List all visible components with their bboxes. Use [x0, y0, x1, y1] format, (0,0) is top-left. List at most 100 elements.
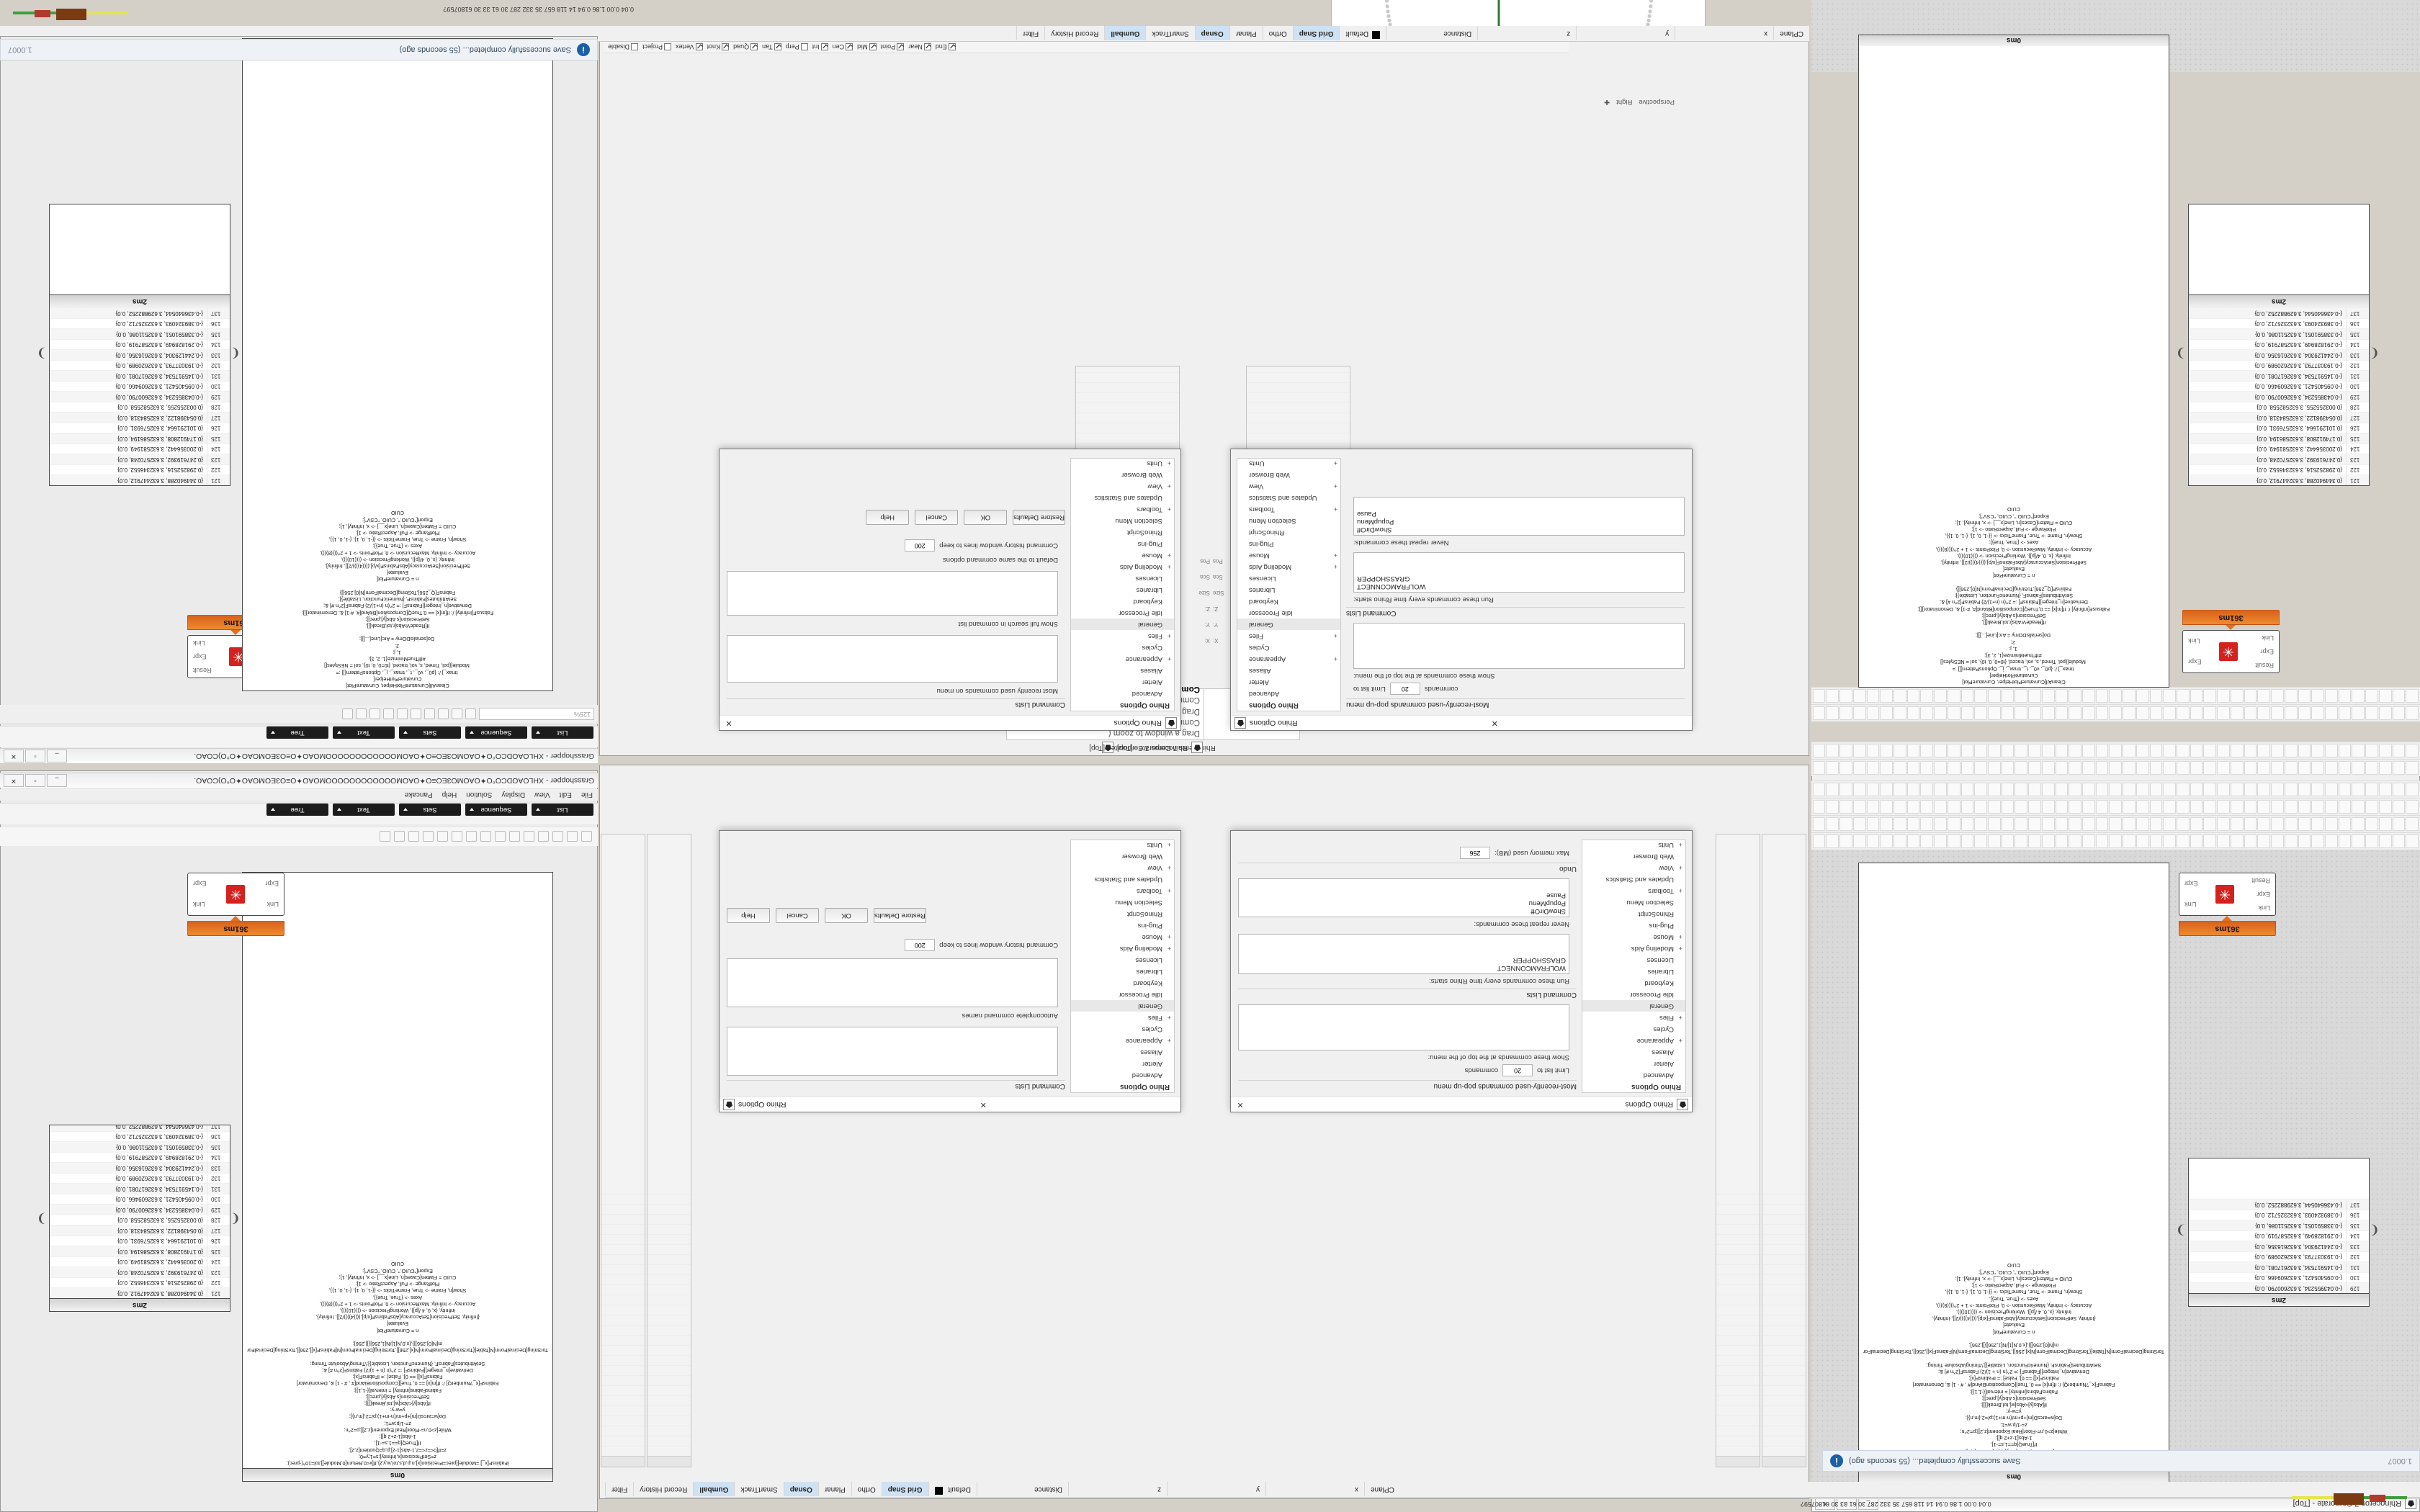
list-item[interactable]: 124 {0.200356442, 3.632581949, 0.0}	[2189, 444, 2369, 454]
toolbar-button[interactable]	[2149, 817, 2163, 831]
toolbar-button[interactable]	[1880, 834, 1893, 848]
toolbar-button[interactable]	[1839, 706, 1852, 720]
toolbar-button[interactable]	[2406, 761, 2419, 775]
toolbar-button[interactable]	[1893, 706, 1906, 720]
toolbar-button[interactable]	[2149, 761, 2163, 775]
toolbar-button[interactable]	[2284, 817, 2298, 831]
port-link-out-br[interactable]: Link	[193, 639, 205, 647]
rhino-toolbar-row-d-tl[interactable]	[1811, 780, 2420, 798]
dock-row[interactable]	[601, 1295, 645, 1305]
toolbar-button[interactable]	[2298, 744, 2311, 757]
toolbar-button[interactable]	[2190, 834, 2203, 848]
dock-row[interactable]	[601, 1234, 645, 1244]
list-item[interactable]: 121 {0.344940288, 3.632447912, 0.0}	[50, 474, 230, 485]
toolbar-button[interactable]	[2352, 817, 2365, 831]
toolbar-button[interactable]	[1960, 783, 1974, 796]
dock-row[interactable]	[1247, 433, 1350, 443]
panel-zoom-handle-left-top[interactable]: ❨	[2369, 1223, 2380, 1237]
toolbar-button[interactable]	[2069, 744, 2082, 757]
panel-zoom-handle-right-top[interactable]: ❩	[2175, 1223, 2186, 1237]
options-tree-item[interactable]: Modeling Aids	[1237, 561, 1340, 572]
dock-row[interactable]	[1716, 1305, 1760, 1315]
dock-row[interactable]	[1762, 1426, 1806, 1436]
dock-row[interactable]	[1076, 402, 1179, 413]
rhino-toolbar-row-b-bl[interactable]	[1811, 742, 2420, 759]
toolbar-button[interactable]	[1947, 817, 1960, 831]
toolbar-button[interactable]	[2352, 761, 2365, 775]
toolbar-button[interactable]	[2069, 817, 2082, 831]
toolbar-button[interactable]	[2392, 706, 2406, 720]
toolbar-button[interactable]	[1960, 689, 1974, 703]
dock-row[interactable]	[1762, 1355, 1806, 1365]
gh-icon-save[interactable]	[581, 831, 592, 842]
toolbar-button[interactable]	[2230, 800, 2244, 814]
toolbar-button[interactable]	[2190, 761, 2203, 775]
gh-code-panel-top-right[interactable]: 0ms iFabinsF[x_]:=Module[{prec=Precision…	[242, 872, 553, 1482]
toolbar-button[interactable]	[2041, 834, 2055, 848]
options-tree-item[interactable]: Cycles	[1249, 644, 1270, 652]
dialog-titlebar-lower-right[interactable]: Rhino Options ✕	[720, 715, 1180, 730]
dock-row[interactable]	[1716, 1365, 1760, 1375]
rhino-options-dialog-lower-left[interactable]: ✕ Rhino Options Rhino Options Advanced Ale…	[1230, 449, 1693, 731]
toolbar-button[interactable]	[2015, 706, 2028, 720]
dock-row[interactable]	[647, 1355, 691, 1365]
dock-row[interactable]	[647, 1284, 691, 1295]
options-tree-item[interactable]: Updates and Statistics	[1605, 876, 1674, 883]
toolbar-button[interactable]	[2217, 834, 2230, 848]
dock-row[interactable]	[1762, 1194, 1806, 1204]
toolbar-button[interactable]	[2230, 689, 2244, 703]
toolbar-button[interactable]	[2392, 783, 2406, 796]
toolbar-button[interactable]	[2095, 689, 2109, 703]
options-tree-item[interactable]: Toolbars	[1582, 885, 1685, 896]
toolbar-button[interactable]	[2136, 783, 2149, 796]
list-item[interactable]: 136 {-0.389324093, 3.632325712, 0.0}	[2189, 318, 2369, 329]
options-tree-item[interactable]: Alerter	[1142, 1060, 1162, 1068]
options-tree-item[interactable]: Advanced	[1249, 690, 1280, 698]
restore-defaults-button-4[interactable]: Restore Defaults	[1013, 510, 1065, 525]
dock-row[interactable]	[601, 1426, 645, 1436]
gh-icon-gha[interactable]	[466, 831, 477, 842]
toolbar-button[interactable]	[2298, 834, 2311, 848]
dock-row[interactable]	[1716, 1375, 1760, 1385]
toolbar-button[interactable]	[1893, 761, 1906, 775]
dock-row[interactable]	[1762, 1436, 1806, 1446]
toolbar-button[interactable]	[1906, 744, 1920, 757]
options-tree-upper[interactable]: Rhino Options Advanced Alerter Aliases Appea…	[1582, 840, 1686, 1093]
gh-window-buttons-tr[interactable]: _ ▫ ✕	[4, 774, 67, 787]
toolbar-button[interactable]	[2284, 744, 2298, 757]
toolbar-button[interactable]	[2392, 761, 2406, 775]
list-item[interactable]: 124 {0.200356442, 3.632581949, 0.0}	[50, 444, 230, 454]
toolbar-button[interactable]	[2190, 744, 2203, 757]
toolbar-button[interactable]	[1826, 689, 1839, 703]
gh-icon-sketch[interactable]	[394, 831, 405, 842]
list-item[interactable]: 131 {-0.145917534, 3.632617081, 0.0}	[2189, 1261, 2369, 1272]
show-listbox-3[interactable]	[1353, 623, 1685, 669]
options-tree-item[interactable]: General	[1071, 618, 1174, 630]
toolbar-button[interactable]	[2109, 689, 2123, 703]
toolbar-button[interactable]	[2149, 689, 2163, 703]
toolbar-button[interactable]	[1839, 783, 1852, 796]
toolbar-button[interactable]	[1960, 800, 1974, 814]
status-ortho-u[interactable]: Ortho	[851, 1482, 882, 1497]
gh-icon-eye-br[interactable]	[452, 708, 462, 720]
dock-row[interactable]	[601, 1365, 645, 1375]
toolbar-button[interactable]	[1974, 783, 1987, 796]
component-body-bl[interactable]: Result Expr Link Expr Link	[2182, 630, 2280, 673]
toolbar-button[interactable]	[1960, 817, 1974, 831]
toolbar-button[interactable]	[1920, 706, 1934, 720]
status-gumball[interactable]: Gumball	[1104, 26, 1146, 41]
never-item-0[interactable]: ShowDirOff	[1531, 907, 1566, 915]
toolbar-button[interactable]	[1920, 689, 1934, 703]
toolbar-button[interactable]	[2163, 744, 2177, 757]
options-tree-item[interactable]: Web Browser	[1121, 852, 1162, 860]
options-tree-item[interactable]: Libraries	[1136, 968, 1162, 976]
toolbar-button[interactable]	[2001, 834, 2015, 848]
gh-data-panel-top-right[interactable]: 2ms 121 {0.344940288, 3.632447912, 0.0} 12…	[49, 1125, 230, 1312]
list-item[interactable]: 132 {-0.193037793, 3.632620989, 0.0}	[50, 360, 230, 371]
toolbar-button[interactable]	[2041, 706, 2055, 720]
max-memory-spinner[interactable]: 256	[1460, 847, 1490, 859]
gh-minimize-button[interactable]: _	[47, 774, 67, 787]
toolbar-button[interactable]	[2338, 834, 2352, 848]
list-item[interactable]: 134 {-0.291828949, 3.632587919, 0.0}	[50, 1152, 230, 1163]
list-item[interactable]: 130 {-0.095405421, 3.632609466, 0.0}	[2189, 381, 2369, 392]
